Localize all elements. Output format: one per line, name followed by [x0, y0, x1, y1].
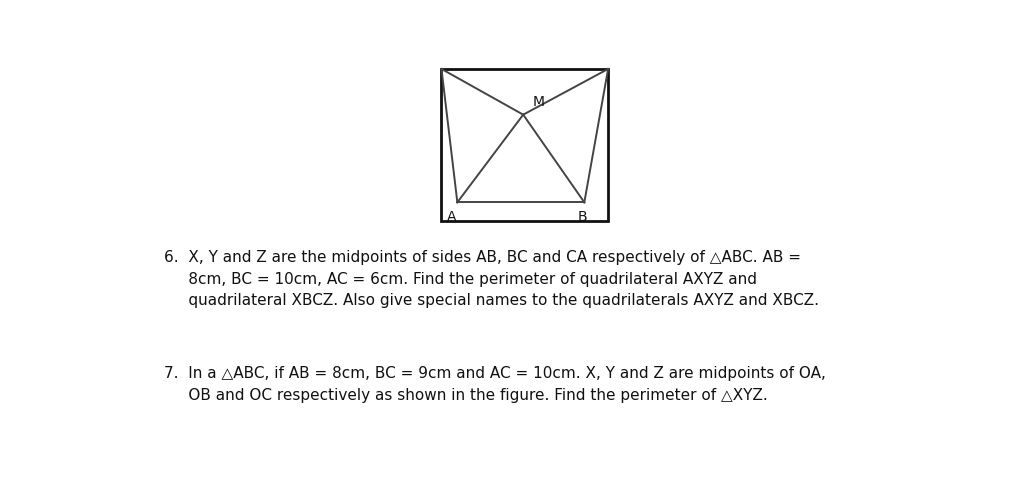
Text: B: B — [578, 210, 587, 224]
Text: 7.  In a △ABC, if AB = 8cm, BC = 9cm and AC = 10cm. X, Y and Z are midpoints of : 7. In a △ABC, if AB = 8cm, BC = 9cm and … — [164, 366, 825, 403]
Text: M: M — [532, 95, 545, 109]
Text: 6.  X, Y and Z are the midpoints of sides AB, BC and CA respectively of △ABC. AB: 6. X, Y and Z are the midpoints of sides… — [164, 250, 819, 308]
Bar — [441, 69, 608, 221]
Text: A: A — [447, 210, 457, 224]
